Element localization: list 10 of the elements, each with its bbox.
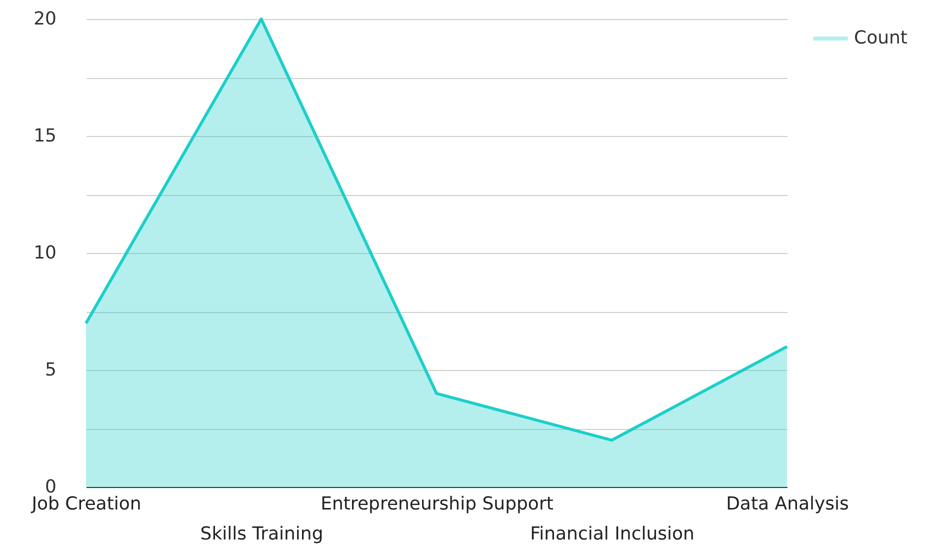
x-tick-label: Job Creation	[30, 494, 142, 514]
x-tick-label: Entrepreneurship Support	[320, 494, 554, 514]
legend-label: Count	[854, 28, 908, 48]
y-tick-label: 5	[45, 360, 56, 380]
x-tick-label: Data Analysis	[726, 494, 849, 514]
x-tick-label: Skills Training	[200, 524, 324, 544]
y-tick-label: 10	[34, 242, 56, 264]
y-tick-label: 15	[34, 126, 56, 146]
y-tick-label: 20	[34, 8, 56, 30]
x-tick-label: Financial Inclusion	[530, 524, 694, 544]
